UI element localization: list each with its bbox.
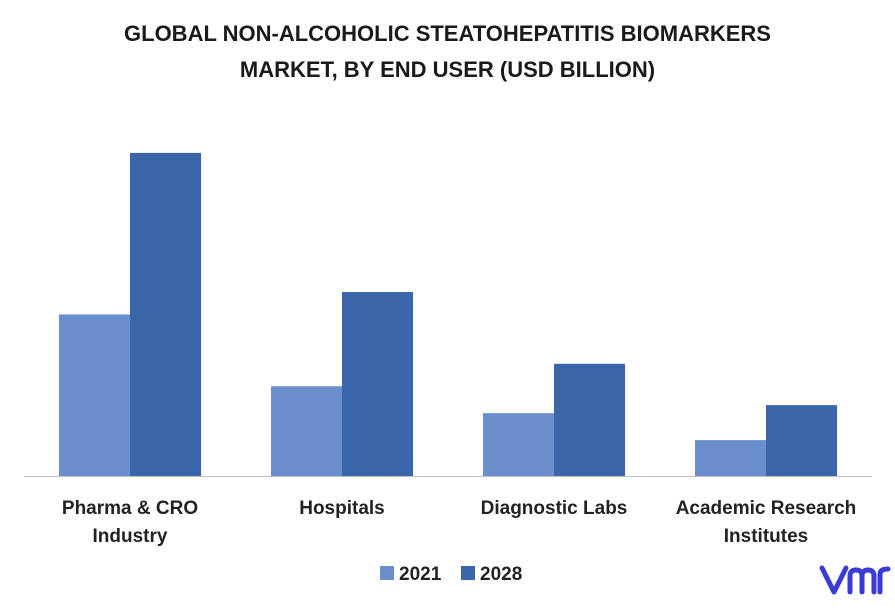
category-label-0: Pharma & CRO Industry [62,498,198,547]
legend-swatch-2021 [380,566,394,580]
chart-title: GLOBAL NON-ALCOHOLIC STEATOHEPATITIS BIO… [0,16,895,88]
bar-2028-1 [342,292,413,476]
bar-2021-0 [59,314,130,476]
bar-2028-2 [554,363,625,476]
legend-label-2021: 2021 [399,564,442,585]
legend-swatch-2028 [461,566,475,580]
bar-2021-3 [695,440,766,476]
category-label-1: Hospitals [299,498,385,519]
bar-2021-2 [483,413,554,476]
vmr-logo-icon [819,565,891,595]
bar-2028-0 [130,152,201,476]
legend-label-2028: 2028 [480,564,522,585]
bar-2028-3 [766,405,837,476]
category-label-2: Diagnostic Labs [481,498,628,519]
bar-2021-1 [271,386,342,476]
chart-title-line-2: MARKET, BY END USER (USD BILLION) [239,57,656,82]
chart-title-line-1: GLOBAL NON-ALCOHOLIC STEATOHEPATITIS BIO… [124,21,771,46]
category-label-3: Academic Research Institutes [676,498,857,547]
